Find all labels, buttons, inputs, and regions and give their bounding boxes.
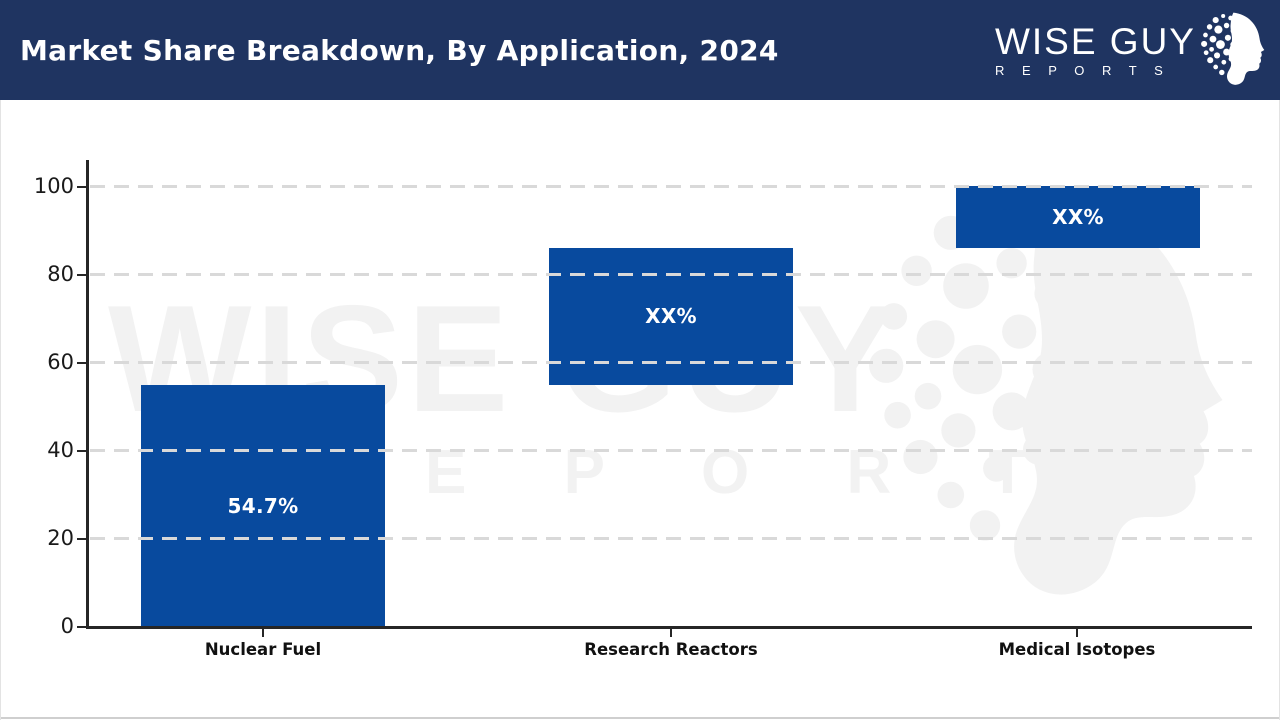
y-tick-label: 80 (47, 262, 74, 286)
logo-line2: R E P O R T S (994, 63, 1170, 78)
bar: 54.7% (141, 385, 385, 626)
y-tick-label: 40 (47, 438, 74, 462)
y-axis-line (86, 160, 89, 629)
x-axis-line (86, 626, 1252, 629)
y-tick-mark (77, 362, 86, 364)
y-tick-mark (77, 538, 86, 540)
bar: XX% (956, 186, 1200, 248)
x-axis-label: Medical Isotopes (998, 640, 1156, 659)
y-tick-label: 60 (47, 350, 74, 374)
page-title: Market Share Breakdown, By Application, … (20, 33, 779, 67)
y-tick-mark (77, 274, 86, 276)
x-tick-mark (670, 629, 672, 637)
y-tick-label: 20 (47, 526, 74, 550)
y-tick-mark (77, 626, 86, 628)
bottom-edge-rule (0, 717, 1280, 719)
x-tick-mark (1076, 629, 1078, 637)
x-axis-label: Research Reactors (584, 640, 758, 659)
left-edge-rule (0, 100, 1, 720)
logo-wordmark: WISE GUY R E P O R T S (995, 23, 1196, 77)
grid-line (90, 537, 1252, 540)
y-tick-label: 100 (33, 174, 74, 198)
bar-value-label: 54.7% (227, 493, 299, 518)
grid-line (90, 185, 1252, 188)
x-axis-label: Nuclear Fuel (204, 640, 322, 659)
grid-line (90, 361, 1252, 364)
logo-line1: WISE GUY (994, 21, 1196, 62)
bar: XX% (549, 247, 793, 386)
x-tick-mark (262, 629, 264, 637)
grid-line (90, 449, 1252, 452)
head-dots-icon (1201, 12, 1265, 85)
bar-value-label: XX% (645, 304, 697, 329)
y-tick-mark (77, 450, 86, 452)
bar-value-label: XX% (1052, 204, 1104, 229)
y-tick-mark (77, 186, 86, 188)
grid-line (90, 273, 1252, 276)
wise-guy-reports-logo: WISE GUY R E P O R T S (995, 9, 1280, 91)
header-bar: Market Share Breakdown, By Application, … (0, 0, 1280, 100)
y-tick-label: 0 (60, 614, 74, 638)
